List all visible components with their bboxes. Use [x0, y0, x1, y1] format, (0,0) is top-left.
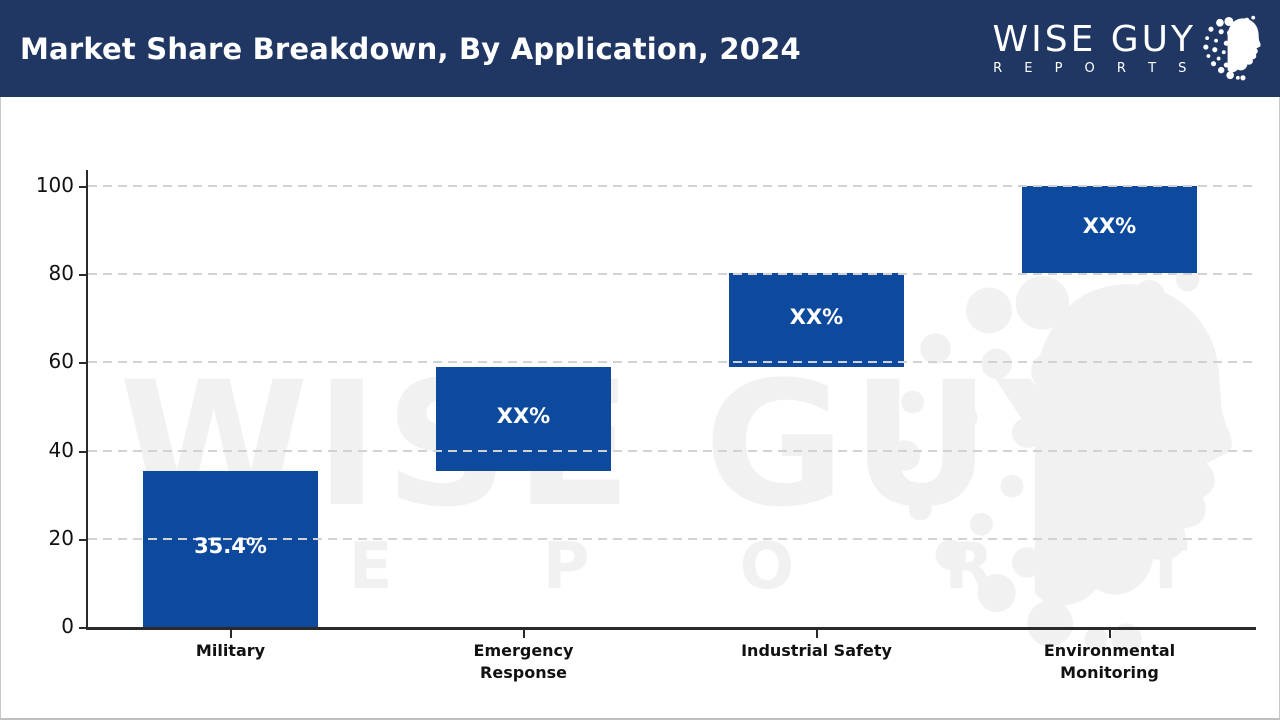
brand-logo-text: WISE GUY R E P O R T S [993, 21, 1197, 76]
bar-industrial-safety [729, 272, 904, 367]
x-tick [229, 630, 232, 638]
bar-military [143, 470, 318, 627]
brand-name: WISE GUY [992, 19, 1196, 61]
bar-value-label: XX% [1082, 214, 1137, 239]
x-tick [815, 630, 818, 638]
gridline-20 [88, 537, 1256, 540]
page-title: Market Share Breakdown, By Application, … [20, 31, 801, 66]
brand-subtitle: R E P O R T S [993, 60, 1196, 76]
y-axis-tick-label: 20 [48, 525, 74, 550]
x-tick [522, 630, 525, 638]
gridline-80 [88, 273, 1256, 276]
x-axis-label: Industrial Safety [741, 641, 892, 660]
y-tick [79, 450, 86, 453]
y-axis-tick-label: 100 [35, 173, 74, 197]
y-tick [79, 186, 86, 188]
y-tick [79, 627, 86, 629]
brand-logo: WISE GUY R E P O R T S [993, 9, 1267, 89]
y-axis-tick-label: 80 [48, 261, 74, 286]
y-axis-tick-label: 0 [61, 614, 74, 638]
header-bar: Market Share Breakdown, By Application, … [0, 0, 1280, 97]
x-axis-line [86, 627, 1256, 630]
x-axis-label: Environmental Monitoring [1043, 641, 1176, 682]
y-axis-tick-label: 40 [48, 437, 74, 462]
y-tick [79, 274, 86, 277]
y-tick [79, 362, 86, 365]
gridline-100 [88, 185, 1256, 187]
brand-head-icon [1203, 15, 1261, 80]
gridline-40 [88, 449, 1256, 452]
bar-value-label: XX% [789, 304, 844, 329]
bar-emergency-response [436, 366, 611, 471]
bar-value-label: 35.4% [194, 533, 267, 558]
x-tick [1108, 630, 1111, 638]
gridline-60 [88, 361, 1256, 364]
y-axis-tick-label: 60 [48, 349, 74, 374]
y-axis-line [86, 170, 88, 630]
bar-value-label: XX% [496, 403, 551, 428]
x-axis-label: Emergency Response [473, 641, 574, 682]
bar-environmental-monitoring [1022, 186, 1197, 273]
x-axis-label: Military [195, 641, 266, 660]
y-tick [79, 538, 86, 541]
